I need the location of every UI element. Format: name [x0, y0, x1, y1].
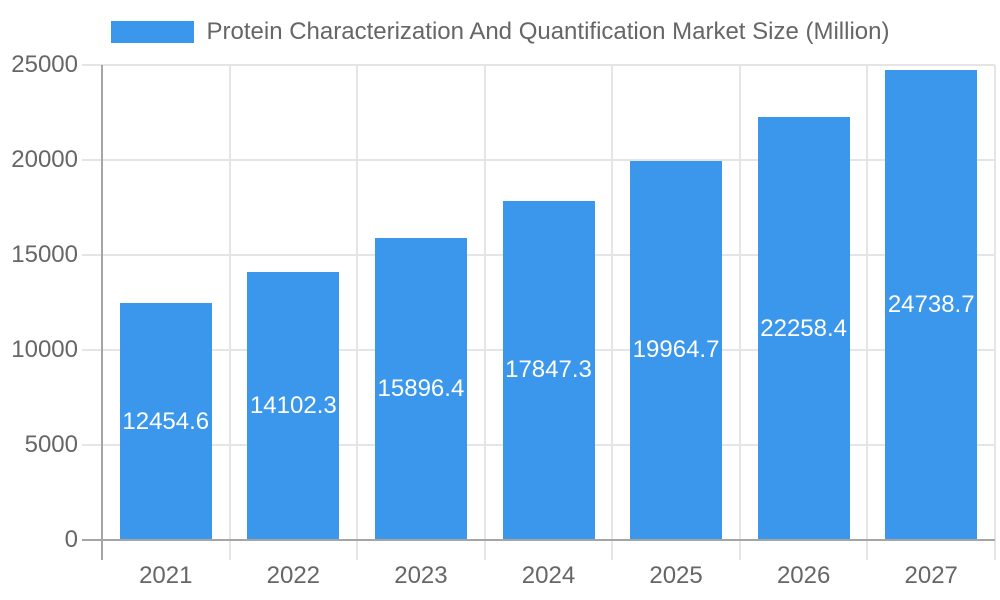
- y-tick-label: 10000: [11, 336, 78, 363]
- legend-item[interactable]: Protein Characterization And Quantificat…: [110, 18, 890, 46]
- x-tick-label: 2026: [776, 562, 831, 589]
- bar[interactable]: [119, 303, 212, 540]
- bar[interactable]: [247, 272, 340, 540]
- legend-color-swatch: [110, 21, 194, 43]
- y-tick-label: 15000: [11, 241, 78, 268]
- x-tick-label: 2021: [139, 562, 193, 589]
- x-tick-label: 2025: [649, 562, 703, 589]
- bar[interactable]: [757, 117, 850, 540]
- bar-value-label: 22258.4: [760, 314, 848, 342]
- legend-label: Protein Characterization And Quantificat…: [206, 18, 890, 45]
- x-axis-line: [82, 539, 995, 541]
- bar-value-label: 14102.3: [249, 392, 337, 420]
- y-tick-label: 20000: [11, 146, 78, 173]
- bar-value-label: 19964.7: [632, 336, 720, 364]
- x-gridline: [866, 65, 869, 560]
- x-tick-label: 2022: [266, 562, 321, 589]
- x-gridline: [611, 65, 614, 560]
- x-gridline: [228, 65, 231, 560]
- y-gridline: [82, 159, 995, 161]
- chart-legend: Protein Characterization And Quantificat…: [0, 17, 1000, 47]
- bar[interactable]: [885, 69, 978, 540]
- x-tick-label: 2023: [394, 562, 448, 589]
- y-axis-line: [101, 65, 103, 560]
- x-gridline: [356, 65, 359, 560]
- bar[interactable]: [502, 200, 595, 540]
- bar-value-label: 17847.3: [505, 356, 592, 384]
- y-tick-label: 25000: [11, 51, 78, 78]
- bar[interactable]: [374, 237, 467, 540]
- bar[interactable]: [630, 160, 723, 540]
- bar-value-label: 24738.7: [887, 290, 975, 318]
- bar-value-label: 15896.4: [377, 374, 465, 402]
- x-tick-label: 2024: [521, 562, 576, 589]
- x-tick-label: 2027: [904, 562, 958, 589]
- x-gridline: [994, 65, 996, 560]
- x-gridline: [483, 65, 486, 560]
- bar-value-label: 12454.6: [122, 407, 210, 435]
- x-gridline: [738, 65, 741, 560]
- y-tick-label: 5000: [24, 431, 78, 458]
- y-tick-label: 0: [64, 526, 78, 553]
- y-gridline: [82, 64, 995, 66]
